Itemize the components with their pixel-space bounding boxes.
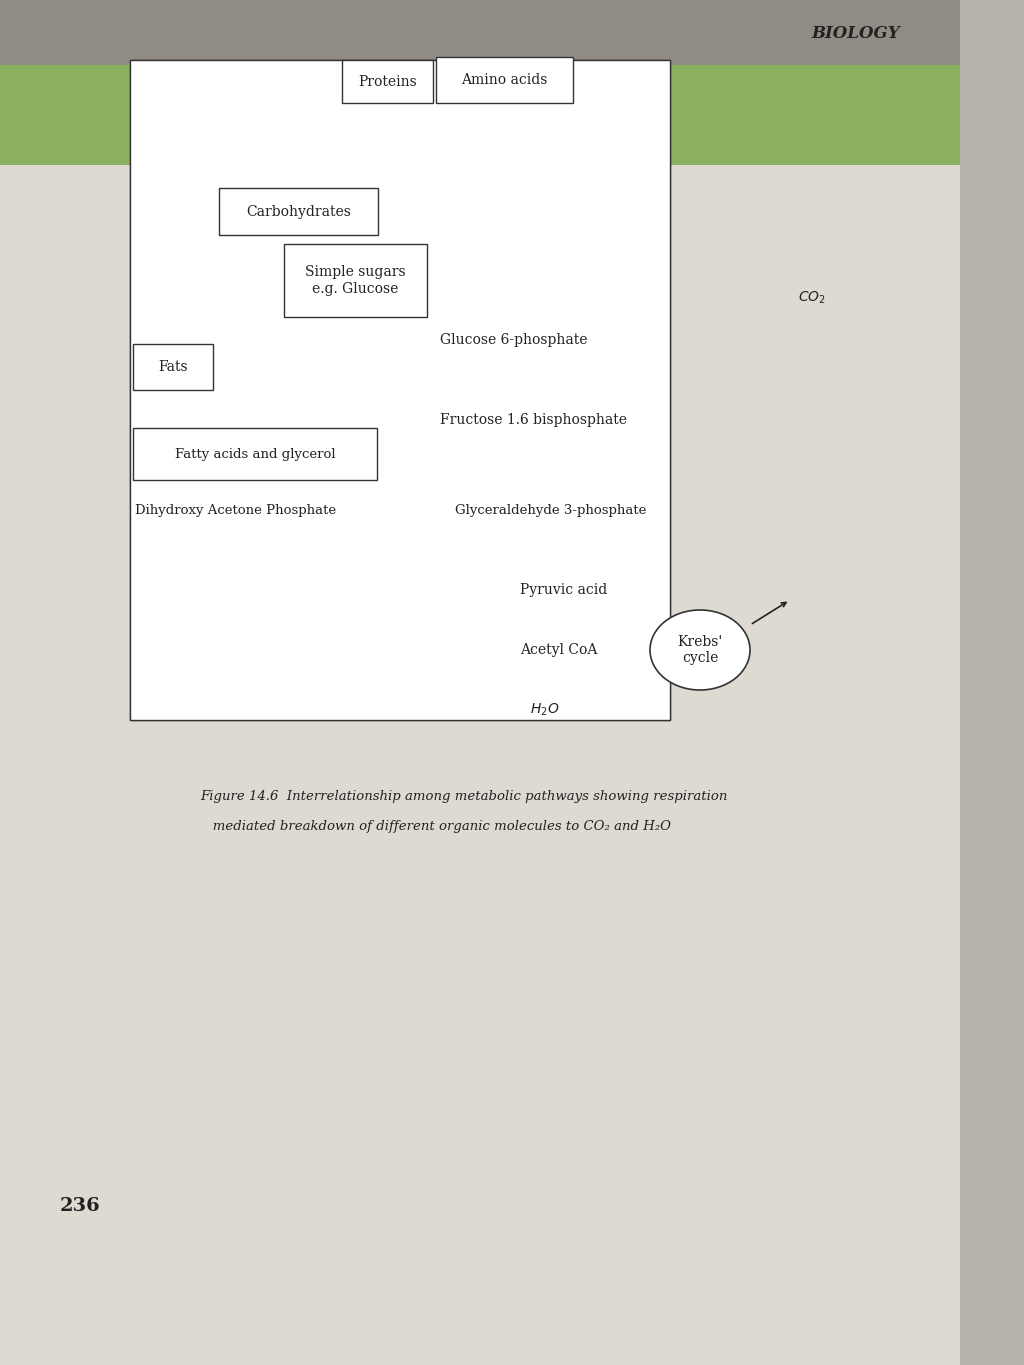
Text: Simple sugars
e.g. Glucose: Simple sugars e.g. Glucose xyxy=(305,265,406,296)
Text: Krebs'
cycle: Krebs' cycle xyxy=(677,635,723,665)
Bar xyxy=(284,244,427,317)
Bar xyxy=(959,0,1024,1365)
Text: Amino acids: Amino acids xyxy=(462,72,548,87)
Bar xyxy=(0,0,959,66)
Text: Figure 14.6  Interrelationship among metabolic pathways showing respiration: Figure 14.6 Interrelationship among meta… xyxy=(200,790,727,803)
Text: 236: 236 xyxy=(60,1197,100,1215)
Bar xyxy=(436,57,573,102)
Text: Glucose 6-phosphate: Glucose 6-phosphate xyxy=(440,333,588,347)
Text: Pyruvic acid: Pyruvic acid xyxy=(520,583,607,597)
Text: $CO_2$: $CO_2$ xyxy=(798,289,825,306)
Text: $H_2O$: $H_2O$ xyxy=(530,702,559,718)
Text: mediated breakdown of different organic molecules to CO₂ and H₂O: mediated breakdown of different organic … xyxy=(200,820,671,833)
Text: Fatty acids and glycerol: Fatty acids and glycerol xyxy=(175,448,335,460)
Bar xyxy=(342,60,433,102)
Text: BIOLOGY: BIOLOGY xyxy=(811,25,900,42)
Text: Fructose 1.6 bisphosphate: Fructose 1.6 bisphosphate xyxy=(440,414,627,427)
Bar xyxy=(0,165,959,1365)
Text: Proteins: Proteins xyxy=(358,75,417,89)
Bar xyxy=(133,429,377,480)
Bar xyxy=(133,344,213,390)
Ellipse shape xyxy=(650,610,750,689)
Text: Dihydroxy Acetone Phosphate: Dihydroxy Acetone Phosphate xyxy=(135,504,336,516)
Bar xyxy=(219,188,378,235)
Text: Glyceraldehyde 3-phosphate: Glyceraldehyde 3-phosphate xyxy=(455,504,646,516)
Text: Acetyl CoA: Acetyl CoA xyxy=(520,643,597,657)
Bar xyxy=(130,60,670,719)
Bar xyxy=(0,0,1024,165)
Text: Fats: Fats xyxy=(158,360,187,374)
Text: Carbohydrates: Carbohydrates xyxy=(246,205,351,218)
Bar xyxy=(130,60,670,719)
